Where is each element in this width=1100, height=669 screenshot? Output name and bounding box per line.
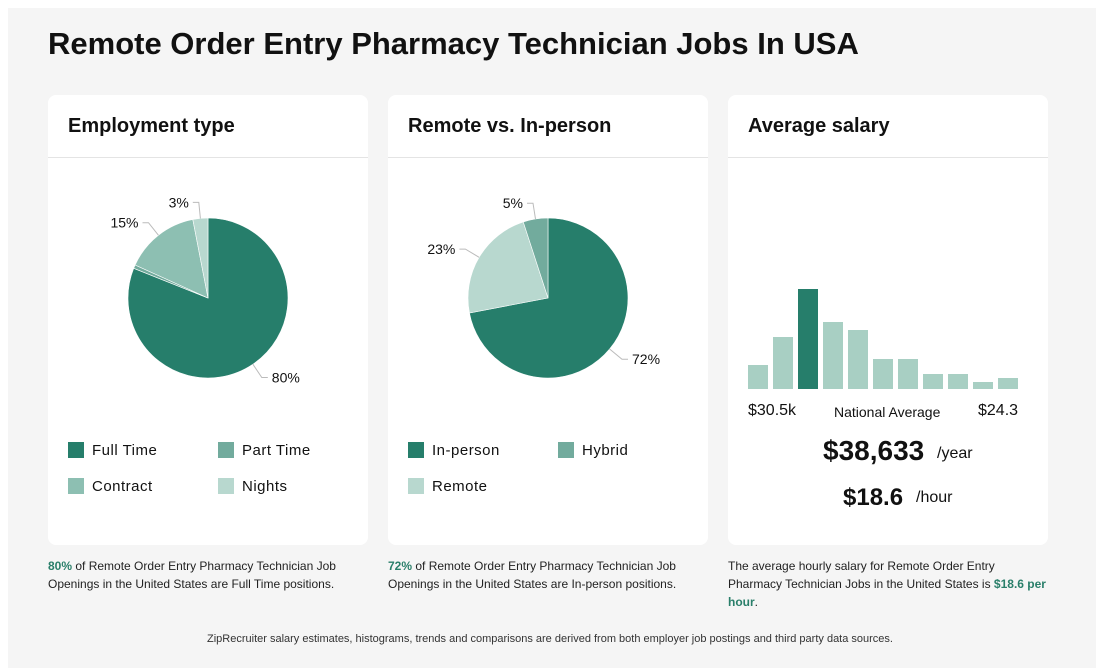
caption-highlight: 72% [388,559,413,573]
employment-type-pie-chart: 80% 15% 3% [110,194,300,386]
legend-swatch [408,442,424,458]
legend-item-contract: Contract [68,476,153,496]
yearly-unit: /year [937,445,973,462]
remote-vs-in-person-pie-chart: 72% 23% 5% [427,195,660,379]
histogram-bar [748,365,768,389]
legend-label: In-person [432,441,500,459]
legend-label: Remote [432,477,488,495]
legend-swatch [218,478,234,494]
caption-text: of Remote Order Entry Pharmacy Technicia… [48,559,336,591]
legend-label: Part Time [242,441,311,459]
yearly-salary: $38,633 [823,435,925,466]
caption-highlight: 80% [48,559,73,573]
legend-item-remote: Remote [408,476,488,496]
caption-text: of Remote Order Entry Pharmacy Technicia… [388,559,677,591]
pie-label-leader [142,222,159,236]
histogram-bar [973,382,993,389]
page-title: Remote Order Entry Pharmacy Technician J… [48,26,859,61]
employment-type-caption: 80% of Remote Order Entry Pharmacy Techn… [48,557,370,593]
legend: In-person Hybrid Remote [408,440,708,520]
pie-label-leader [192,201,201,219]
pie-label-full-time: 80% [272,370,300,386]
histogram-bar [873,359,893,389]
histogram-max-label: $24.3 [978,402,1019,419]
card-title: Average salary [748,115,890,137]
average-salary-caption: The average hourly salary for Remote Ord… [728,557,1050,611]
legend: Full Time Part Time Contract Nights [68,440,368,520]
histogram-min-label: $30.5k [748,402,797,419]
card-header [728,95,1048,158]
legend-swatch [558,442,574,458]
pie-label-remote: 23% [427,241,455,257]
legend-swatch [408,478,424,494]
histogram-bar [898,359,918,389]
pie-label-leader [459,248,480,258]
legend-item-hybrid: Hybrid [558,440,628,460]
legend-label: Hybrid [582,441,629,459]
caption-highlight: $18.6 per hour [728,577,1046,609]
caption-text: The average hourly salary for Remote Ord… [728,559,995,591]
legend-swatch [218,442,234,458]
pie-label-in-person: 72% [632,351,660,367]
histogram-bar [773,337,793,389]
histogram-bar [948,374,968,389]
hourly-unit: /hour [916,489,953,506]
histogram-bar [923,374,943,389]
card-header [388,95,708,158]
pie-label-contract: 15% [110,215,138,231]
card-title: Employment type [68,115,235,137]
legend-label: Contract [92,477,153,495]
footer-note: ZipRecruiter salary estimates, histogram… [207,633,893,645]
card-title: Remote vs. In-person [408,115,612,137]
hourly-salary: $18.6 [843,484,904,511]
card-header [48,95,368,158]
pie-label-leader [527,202,536,220]
histogram-bar [848,330,868,389]
legend-item-in-person: In-person [408,440,500,460]
legend-label: Nights [242,477,288,495]
histogram-bar [798,289,818,389]
histogram-bar [823,322,843,389]
histogram-bar [998,378,1018,389]
pie-slice-in-person [469,217,629,379]
pie-label-hybrid: 5% [503,195,523,211]
remote-vs-in-person-card: Remote vs. In-person 72% 23% 5% In-person … [388,95,708,545]
national-average-label: National Average [834,404,941,420]
pie-slice-contract [134,219,209,299]
legend-item-full-time: Full Time [68,440,157,460]
legend-swatch [68,442,84,458]
salary-histogram [748,289,1018,389]
legend-item-nights: Nights [218,476,288,496]
pie-slice-remote [467,221,549,314]
pie-label-leader [252,363,268,378]
legend-item-part-time: Part Time [218,440,311,460]
pie-label-nights: 3% [169,194,189,210]
pie-label-leader [609,348,628,360]
employment-type-card: Employment type 80% 15% 3% Full Time Part … [48,95,368,545]
remote-vs-in-person-caption: 72% of Remote Order Entry Pharmacy Techn… [388,557,710,593]
average-salary-card: Average salary $30.5k National Average $… [728,95,1048,545]
caption-tail: . [754,595,759,609]
legend-swatch [68,478,84,494]
legend-label: Full Time [92,441,158,459]
